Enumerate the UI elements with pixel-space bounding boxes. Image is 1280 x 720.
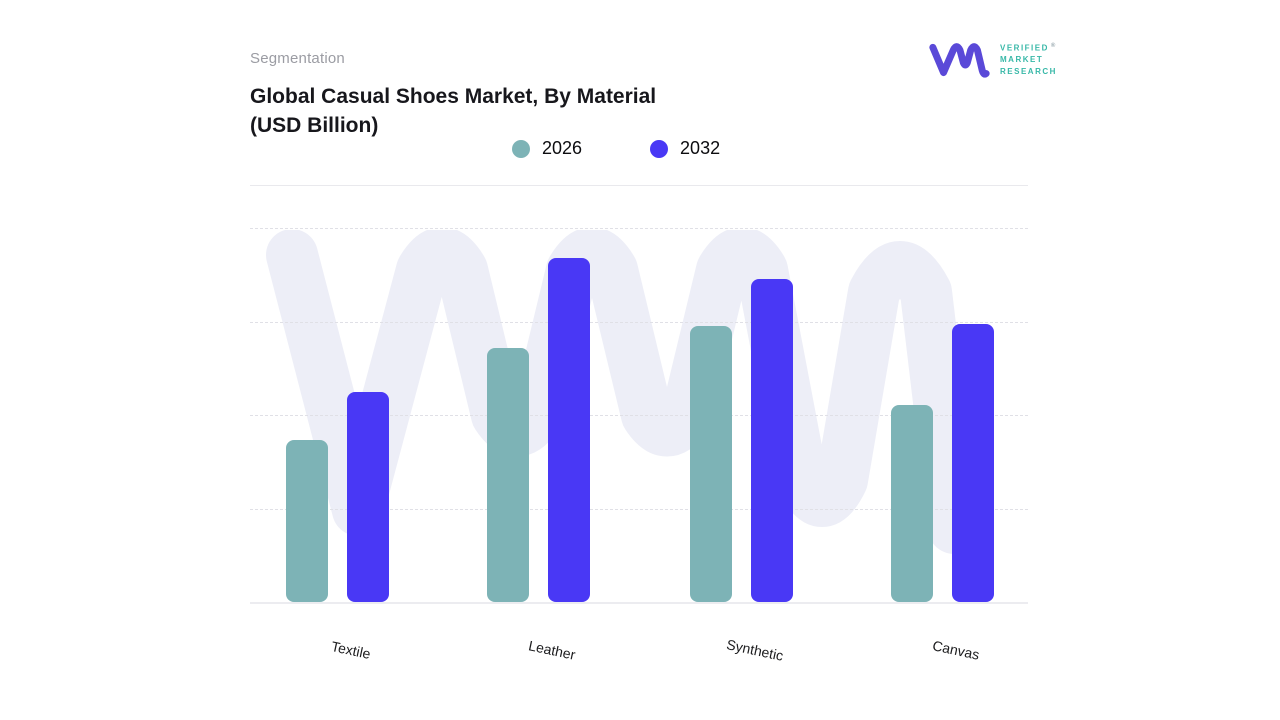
legend-item-2026: 2026 [512, 138, 582, 159]
chart-title-line2: (USD Billion) [250, 114, 379, 137]
bar-textile-2026 [285, 440, 328, 602]
chart-title-line1: Global Casual Shoes Market, By Material [250, 85, 657, 108]
bar-canvas-2026 [890, 404, 933, 602]
x-axis-labels: Textile Leather Synthetic Canvas [250, 602, 1028, 682]
chart-title: Global Casual Shoes Market, By Material (… [250, 82, 810, 140]
legend-label-2032: 2032 [680, 138, 721, 158]
bar-leather-2026 [486, 348, 529, 602]
segmentation-label: Segmentation [250, 50, 345, 67]
bar-textile-2032 [346, 392, 389, 602]
x-axis-label-leather: Leather [527, 637, 577, 663]
vmr-monogram-icon [929, 43, 990, 78]
chart-legend: 2026 2032 [512, 138, 720, 159]
vmr-logo: VERIFIED ® MARKET RESEARCH [928, 38, 1057, 80]
vmr-logo-line3: RESEARCH [1000, 66, 1057, 76]
legend-item-2032: 2032 [650, 138, 720, 159]
x-axis-label-synthetic: Synthetic [725, 636, 785, 664]
header-divider [250, 185, 1028, 186]
vmr-logo-line1: VERIFIED [1000, 43, 1049, 53]
gridline-100 [250, 228, 1028, 229]
plot-area [250, 228, 1028, 604]
bar-synthetic-2026 [689, 326, 732, 602]
legend-dot-2026 [512, 139, 530, 158]
vmr-logo-line2: MARKET [1000, 55, 1044, 65]
x-axis-baseline [250, 602, 1028, 604]
registered-mark: ® [1050, 42, 1056, 49]
gridline-25 [250, 508, 1028, 510]
x-axis-label-canvas: Canvas [931, 637, 981, 663]
x-axis-label-textile: Textile [329, 638, 373, 662]
bar-synthetic-2032 [750, 278, 793, 602]
legend-dot-2032 [650, 139, 669, 158]
vmr-logo-text: VERIFIED ® MARKET RESEARCH [1000, 41, 1057, 77]
bar-canvas-2032 [951, 324, 994, 602]
legend-label-2026: 2026 [542, 138, 583, 158]
bar-leather-2032 [547, 257, 590, 602]
gridline-50 [250, 415, 1028, 416]
gridline-75 [250, 321, 1028, 323]
